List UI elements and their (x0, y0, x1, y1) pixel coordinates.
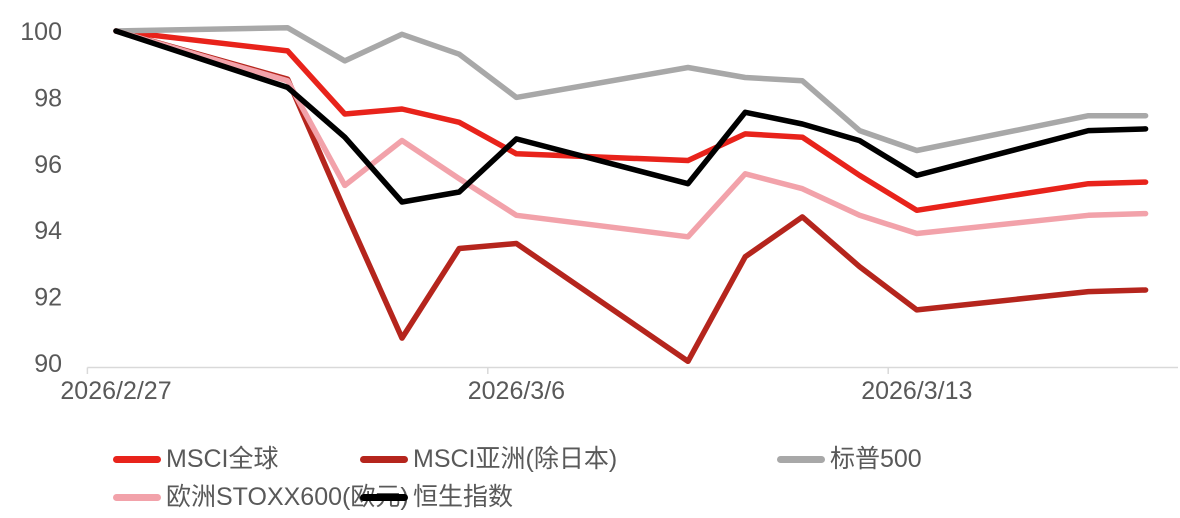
y-axis-tick-label: 98 (34, 84, 62, 112)
legend-label-sp500: 标普500 (830, 445, 922, 473)
series-line-0 (113, 28, 1149, 214)
legend-label-msci-asia-ex-japan: MSCI亚洲(除日本) (413, 445, 618, 473)
series-line-2 (113, 24, 1149, 154)
y-axis-tick-label: 100 (20, 18, 62, 46)
legend-label-msci-world: MSCI全球 (166, 445, 279, 473)
chart-canvas: 2026/2/27 2026/3/6 2026/3/13 100 98 96 94 92 90 (20, 18, 1178, 405)
legend-item-sp500: 标普500 (777, 445, 922, 473)
series-line-1 (113, 28, 1149, 365)
x-axis-tick-label: 2026/3/13 (861, 377, 972, 405)
legend-item-hang-seng: 恒生指数 (360, 483, 513, 511)
legend-item-msci-world: MSCI全球 (113, 445, 279, 473)
legend-label-stoxx600: 欧洲STOXX600(欧元) (166, 483, 409, 511)
y-axis-tick-label: 90 (34, 350, 62, 378)
x-axis-tick-label: 2026/2/27 (60, 377, 171, 405)
y-axis-tick-label: 92 (34, 284, 62, 312)
legend-item-stoxx600: 欧洲STOXX600(欧元) (113, 483, 409, 511)
y-axis-tick-label: 94 (34, 217, 62, 245)
legend-swatch-stoxx600 (113, 493, 161, 501)
legend-swatch-sp500 (777, 455, 825, 463)
legend-swatch-hang-seng (360, 493, 408, 501)
series-line-3 (113, 28, 1149, 240)
series-line-4 (113, 28, 1149, 205)
y-axis-tick-label: 96 (34, 151, 62, 179)
x-axis-tick-label: 2026/3/6 (468, 377, 565, 405)
legend-swatch-msci-world (113, 455, 161, 463)
legend-swatch-msci-asia-ex-japan (360, 455, 408, 463)
legend-item-msci-asia-ex-japan: MSCI亚洲(除日本) (360, 445, 617, 473)
legend-label-hang-seng: 恒生指数 (413, 483, 514, 511)
